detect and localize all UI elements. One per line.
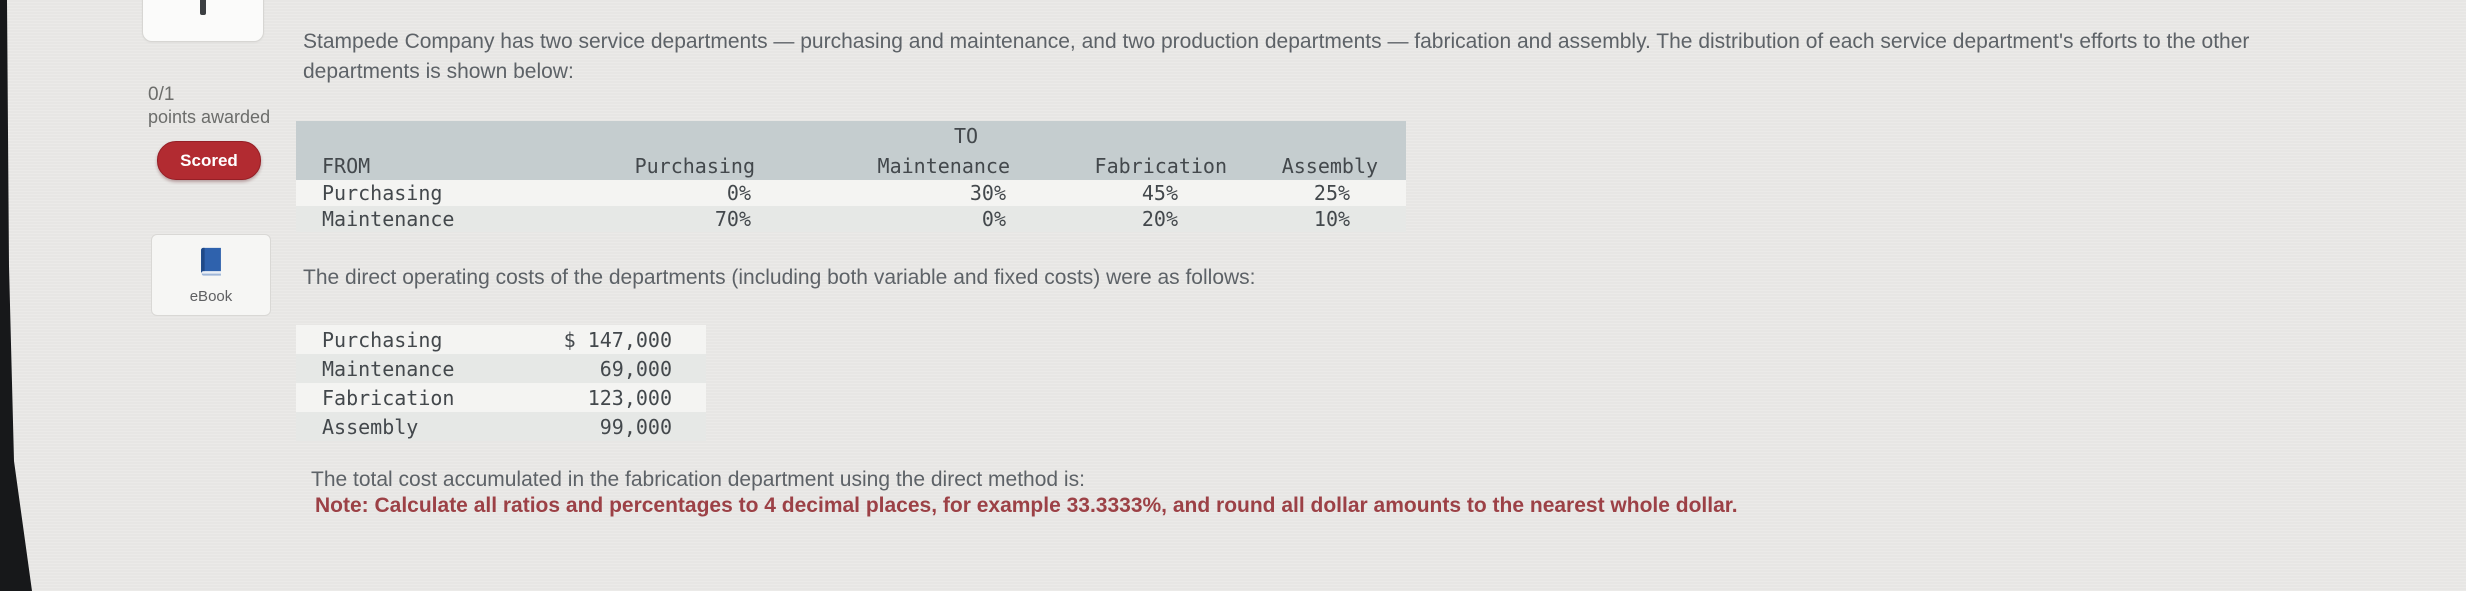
ebook-icon xyxy=(193,245,229,284)
cost-label: Fabrication xyxy=(296,383,562,412)
left-rail: 0/1 points awarded Scored eBook xyxy=(0,0,296,591)
cell-value: 70% xyxy=(526,206,757,232)
cell-value: 20% xyxy=(1012,206,1229,232)
points-score: 0/1 xyxy=(148,84,175,105)
cost-row-maintenance: Maintenance 69,000 xyxy=(296,354,706,383)
cell-value: 10% xyxy=(1229,206,1407,232)
from-header-label: FROM xyxy=(296,151,526,180)
cell-value: 0% xyxy=(526,180,757,206)
problem-intro-line1: Stampede Company has two service departm… xyxy=(303,30,2250,53)
costs-intro-text: The direct operating costs of the depart… xyxy=(303,266,1256,289)
cost-value: $ 147,000 xyxy=(562,325,706,354)
cell-value: 45% xyxy=(1012,180,1229,206)
column-header-maintenance: Maintenance xyxy=(757,151,1012,180)
cell-value: 30% xyxy=(757,180,1012,206)
scored-badge: Scored xyxy=(157,141,261,180)
column-header-purchasing: Purchasing xyxy=(526,151,757,180)
problem-intro: Stampede Company has two service departm… xyxy=(296,27,2249,87)
table-row-purchasing: Purchasing 0% 30% 45% 25% xyxy=(296,180,1407,206)
question-text: The total cost accumulated in the fabric… xyxy=(311,468,1085,491)
cost-label: Purchasing xyxy=(296,325,562,354)
cost-label: Assembly xyxy=(296,412,562,441)
rounding-note: Note: Calculate all ratios and percentag… xyxy=(315,494,1738,517)
problem-body: Stampede Company has two service departm… xyxy=(296,0,2406,591)
cell-value: 25% xyxy=(1229,180,1407,206)
bookmark-button[interactable] xyxy=(142,0,264,42)
bookmark-icon xyxy=(200,0,206,15)
column-header-fabrication: Fabrication xyxy=(1012,151,1229,180)
distribution-table-to-row: TO xyxy=(296,121,1407,151)
cost-value: 123,000 xyxy=(562,383,706,412)
ebook-button[interactable]: eBook xyxy=(151,234,271,316)
row-label: Purchasing xyxy=(296,180,526,206)
cost-row-assembly: Assembly 99,000 xyxy=(296,412,706,441)
cost-value: 69,000 xyxy=(562,354,706,383)
cell-value: 0% xyxy=(757,206,1012,232)
column-header-assembly: Assembly xyxy=(1229,151,1407,180)
distribution-table-header-row: FROM Purchasing Maintenance Fabrication … xyxy=(296,151,1407,180)
cost-label: Maintenance xyxy=(296,354,562,383)
row-label: Maintenance xyxy=(296,206,526,232)
scored-badge-label: Scored xyxy=(180,150,238,170)
points-label: points awarded xyxy=(148,107,271,127)
cost-value: 99,000 xyxy=(562,412,706,441)
points-awarded-block: 0/1 points awarded xyxy=(148,84,270,128)
ebook-label: eBook xyxy=(189,288,233,305)
distribution-table: TO FROM Purchasing Maintenance Fabricati… xyxy=(296,121,1407,232)
direct-costs-table: Purchasing $ 147,000 Maintenance 69,000 … xyxy=(296,325,706,441)
problem-intro-line2: departments is shown below: xyxy=(303,60,574,83)
cost-row-fabrication: Fabrication 123,000 xyxy=(296,383,706,412)
table-row-maintenance: Maintenance 70% 0% 20% 10% xyxy=(296,206,1407,232)
cost-row-purchasing: Purchasing $ 147,000 xyxy=(296,325,706,354)
to-header-label: TO xyxy=(526,121,1407,151)
